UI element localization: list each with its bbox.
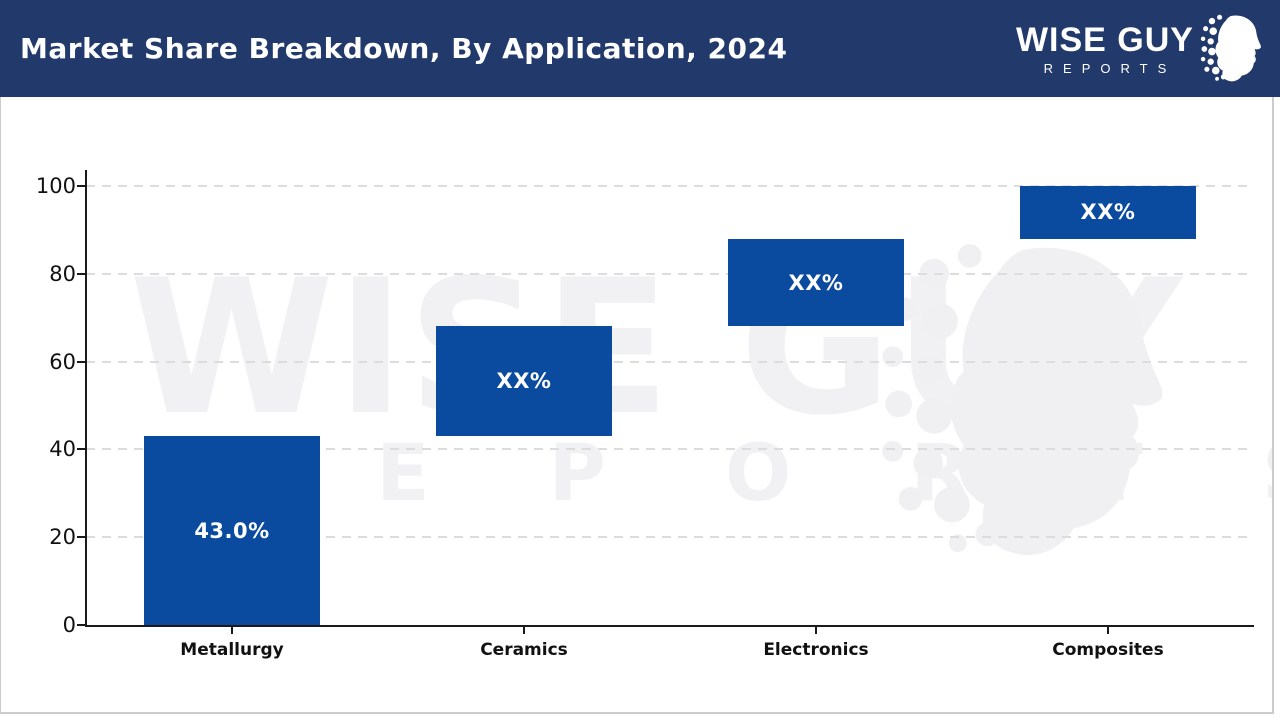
bar-electronics: XX% bbox=[728, 238, 904, 327]
y-tick-mark bbox=[77, 272, 86, 275]
bar-value-label: 43.0% bbox=[194, 518, 270, 543]
x-tick-mark bbox=[815, 625, 817, 634]
wise-guy-reports-logo: WISE GUY REPORTS bbox=[1016, 10, 1264, 88]
gridline bbox=[86, 185, 1254, 187]
x-category-label: Ceramics bbox=[480, 640, 568, 660]
y-tick-label: 0 bbox=[62, 613, 76, 637]
x-category-label: Metallurgy bbox=[180, 640, 284, 660]
x-tick-mark bbox=[1107, 625, 1109, 634]
gridline bbox=[86, 448, 1254, 451]
page-title: Market Share Breakdown, By Application, … bbox=[20, 32, 788, 65]
bar-value-label: XX% bbox=[788, 270, 844, 295]
x-tick-mark bbox=[231, 625, 233, 634]
y-tick-mark bbox=[77, 185, 86, 187]
gridline bbox=[86, 536, 1254, 539]
x-axis-line bbox=[86, 625, 1254, 627]
y-axis-line bbox=[85, 170, 87, 627]
y-tick-label: 40 bbox=[49, 437, 76, 462]
logo-subtitle: REPORTS bbox=[1043, 60, 1177, 76]
y-tick-mark bbox=[77, 536, 86, 539]
gridline bbox=[86, 272, 1254, 275]
waterfall-chart: 0 20 40 60 80 100 43.0% Metallurgy XX% Ceramics XX… bbox=[1, 97, 1272, 712]
dotted-head-icon bbox=[1200, 14, 1261, 81]
y-tick-label: 80 bbox=[49, 261, 76, 286]
y-tick-mark bbox=[77, 448, 86, 451]
header-bar: Market Share Breakdown, By Application, … bbox=[0, 0, 1280, 97]
gridline bbox=[86, 360, 1254, 363]
bar-value-label: XX% bbox=[1080, 200, 1136, 225]
logo-wordmark: WISE GUY bbox=[1015, 20, 1194, 59]
bar-metallurgy: 43.0% bbox=[144, 436, 320, 625]
x-category-label: Electronics bbox=[763, 640, 869, 660]
y-tick-mark bbox=[77, 360, 86, 363]
x-category-label: Composites bbox=[1052, 640, 1164, 660]
y-tick-label: 100 bbox=[35, 174, 76, 198]
y-tick-label: 60 bbox=[49, 349, 76, 374]
logo-text: WISE GUY REPORTS bbox=[1016, 23, 1194, 75]
bar-composites: XX% bbox=[1020, 186, 1196, 239]
chart-canvas: WISE GUY R E P O R T S 0 20 40 60 80 100 43.0%… bbox=[0, 97, 1274, 714]
x-tick-mark bbox=[523, 625, 525, 634]
y-tick-mark bbox=[77, 624, 86, 626]
bar-value-label: XX% bbox=[496, 369, 552, 394]
bar-ceramics: XX% bbox=[436, 326, 612, 437]
y-tick-label: 20 bbox=[49, 525, 76, 550]
